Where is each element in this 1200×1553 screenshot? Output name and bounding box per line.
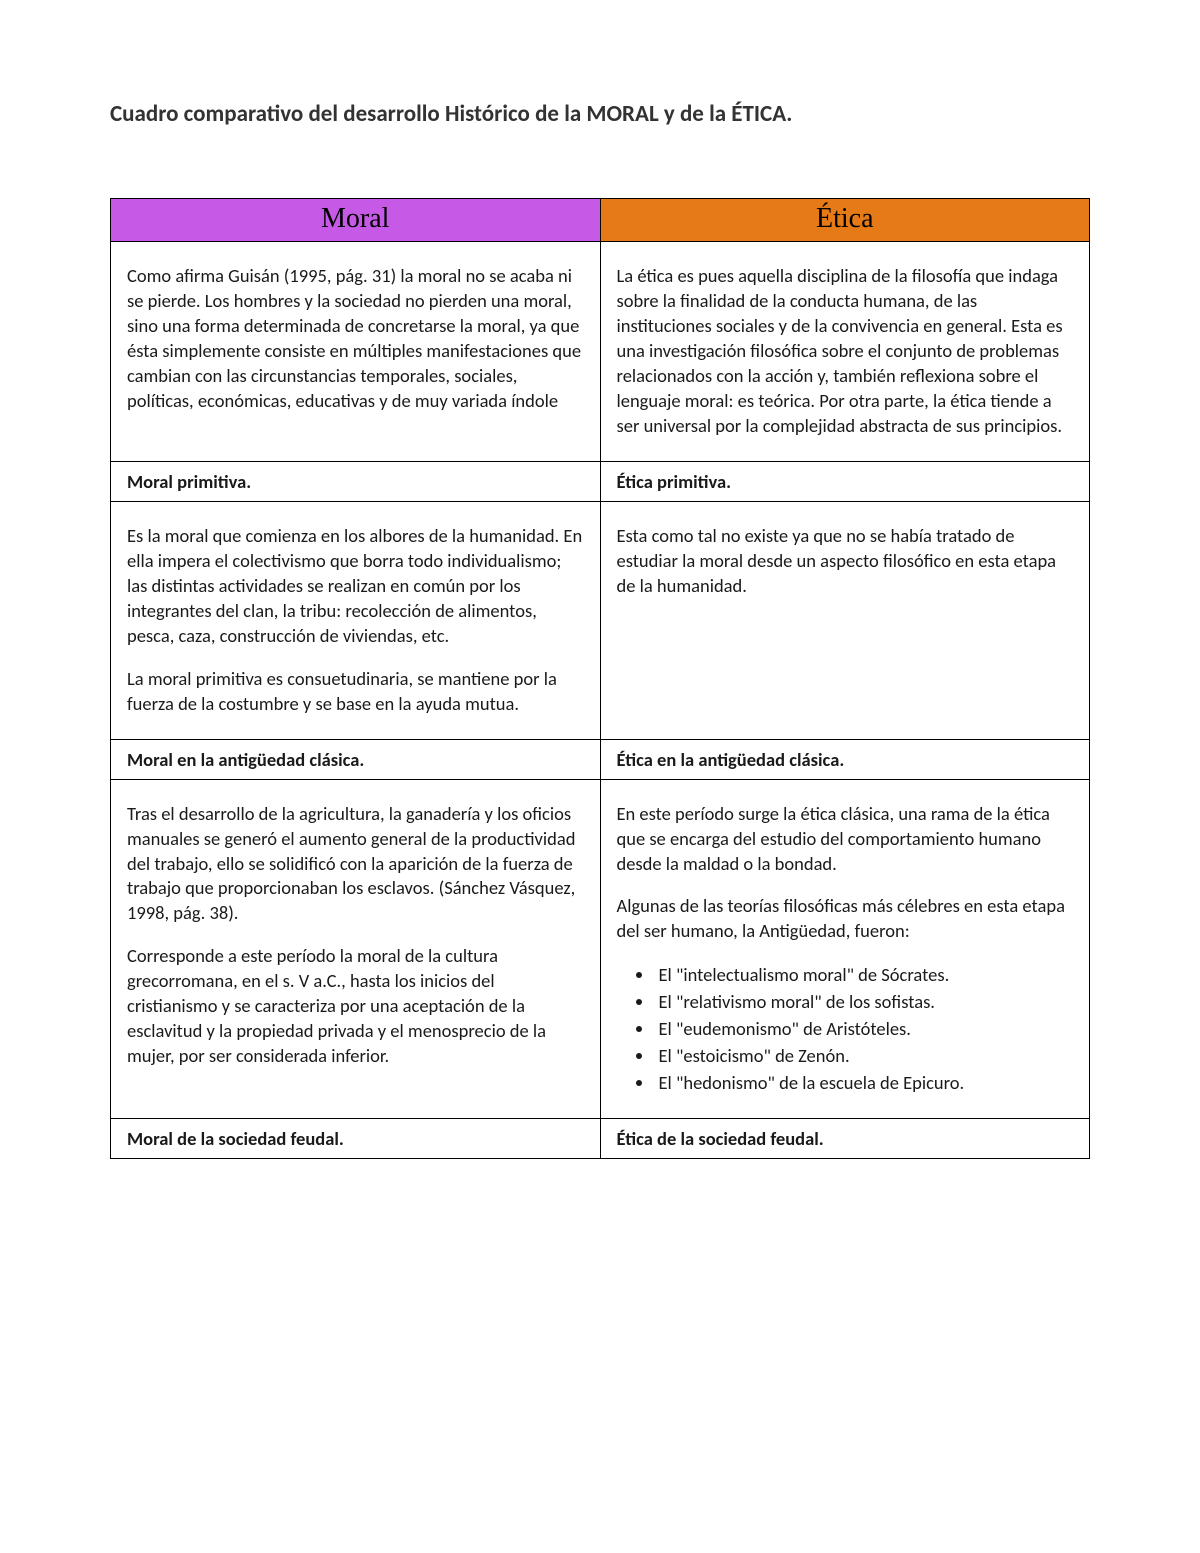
list-item: El "intelectualismo moral" de Sócrates. xyxy=(655,962,1074,989)
subheader-etica-feudal: Ética de la sociedad feudal. xyxy=(600,1119,1090,1159)
paragraph: La moral primitiva es consuetudinaria, s… xyxy=(127,667,584,717)
header-moral: Moral xyxy=(111,199,601,242)
cell-moral-antiguedad: Tras el desarrollo de la agricultura, la… xyxy=(111,779,601,1119)
table-row: Como afirma Guisán (1995, pág. 31) la mo… xyxy=(111,242,1090,462)
cell-moral-intro: Como afirma Guisán (1995, pág. 31) la mo… xyxy=(111,242,601,462)
paragraph: Esta como tal no existe ya que no se hab… xyxy=(617,524,1074,599)
bullet-list: El "intelectualismo moral" de Sócrates. … xyxy=(641,962,1074,1096)
cell-etica-intro: La ética es pues aquella disciplina de l… xyxy=(600,242,1090,462)
paragraph: Corresponde a este período la moral de l… xyxy=(127,944,584,1069)
paragraph: Tras el desarrollo de la agricultura, la… xyxy=(127,802,584,927)
paragraph: Como afirma Guisán (1995, pág. 31) la mo… xyxy=(127,264,584,414)
subheader-moral-feudal: Moral de la sociedad feudal. xyxy=(111,1119,601,1159)
subheader-etica-primitiva: Ética primitiva. xyxy=(600,461,1090,501)
list-item: El "estoicismo" de Zenón. xyxy=(655,1043,1074,1070)
document-page: Cuadro comparativo del desarrollo Histór… xyxy=(0,0,1200,1553)
subheader-moral-primitiva: Moral primitiva. xyxy=(111,461,601,501)
table-header-row: Moral Ética xyxy=(111,199,1090,242)
cell-etica-primitiva: Esta como tal no existe ya que no se hab… xyxy=(600,501,1090,739)
table-subheader-row: Moral en la antigüedad clásica. Ética en… xyxy=(111,739,1090,779)
table-subheader-row: Moral de la sociedad feudal. Ética de la… xyxy=(111,1119,1090,1159)
comparison-table: Moral Ética Como afirma Guisán (1995, pá… xyxy=(110,198,1090,1159)
table-row: Tras el desarrollo de la agricultura, la… xyxy=(111,779,1090,1119)
table-row: Es la moral que comienza en los albores … xyxy=(111,501,1090,739)
subheader-moral-antiguedad: Moral en la antigüedad clásica. xyxy=(111,739,601,779)
list-item: El "eudemonismo" de Aristóteles. xyxy=(655,1016,1074,1043)
list-item: El "relativismo moral" de los sofistas. xyxy=(655,989,1074,1016)
paragraph: En este período surge la ética clásica, … xyxy=(617,802,1074,877)
paragraph: La ética es pues aquella disciplina de l… xyxy=(617,264,1074,439)
paragraph: Es la moral que comienza en los albores … xyxy=(127,524,584,649)
cell-moral-primitiva: Es la moral que comienza en los albores … xyxy=(111,501,601,739)
subheader-etica-antiguedad: Ética en la antigüedad clásica. xyxy=(600,739,1090,779)
list-item: El "hedonismo" de la escuela de Epicuro. xyxy=(655,1070,1074,1097)
cell-etica-antiguedad: En este período surge la ética clásica, … xyxy=(600,779,1090,1119)
table-subheader-row: Moral primitiva. Ética primitiva. xyxy=(111,461,1090,501)
page-title: Cuadro comparativo del desarrollo Histór… xyxy=(110,100,1090,128)
header-etica: Ética xyxy=(600,199,1090,242)
paragraph: Algunas de las teorías filosóficas más c… xyxy=(617,894,1074,944)
